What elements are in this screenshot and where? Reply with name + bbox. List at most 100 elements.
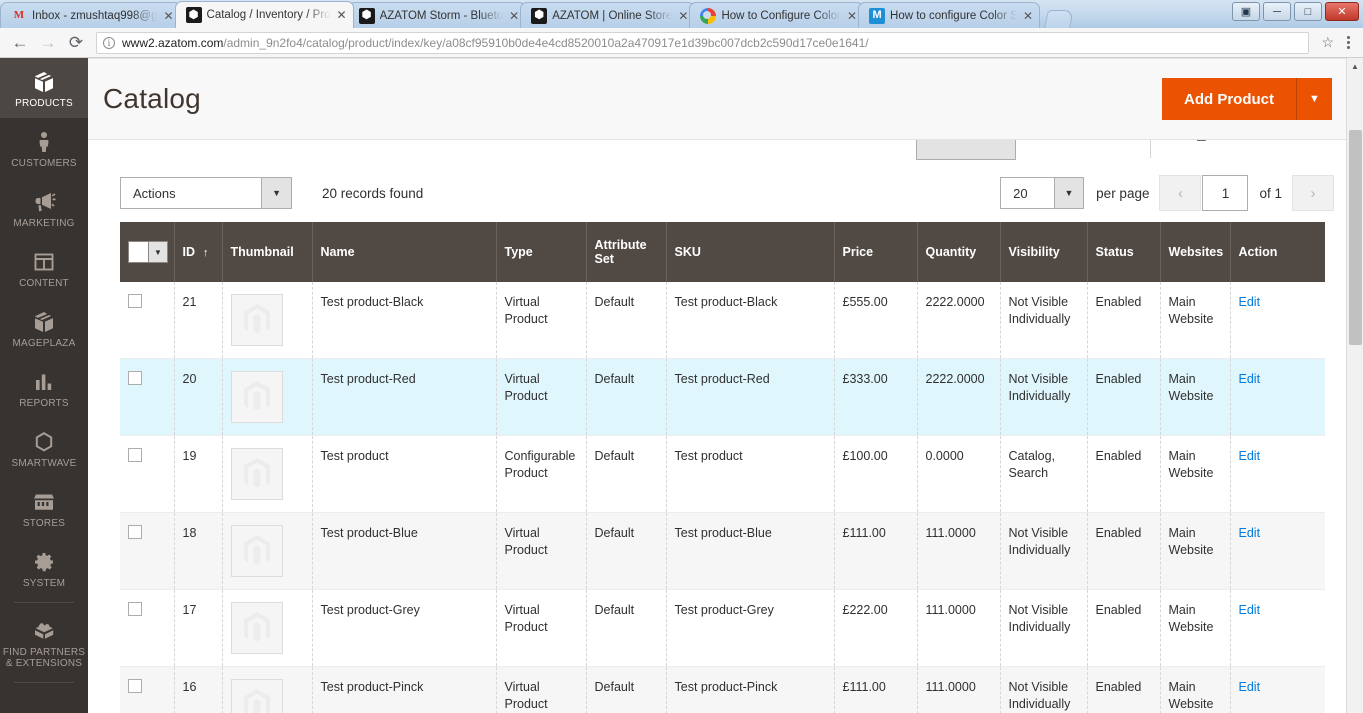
user-profile-button[interactable]: ▣ xyxy=(1232,2,1260,21)
sidebar-item-stores[interactable]: STORES xyxy=(0,478,88,538)
column-header-type[interactable]: Type xyxy=(496,222,587,282)
bookmark-star-icon[interactable]: ☆ xyxy=(1321,34,1334,50)
select-all-checkbox-dropdown[interactable]: ▼ xyxy=(128,241,168,263)
per-page-select[interactable]: 20 ▼ xyxy=(1000,177,1085,209)
magento-icon: ⬢ xyxy=(358,7,375,24)
browser-tab-title: Catalog / Inventory / Pro xyxy=(206,9,331,21)
cell-action: Edit xyxy=(1230,512,1325,590)
column-header-thumbnail[interactable]: Thumbnail xyxy=(222,222,313,282)
cell-sku: Test product-Red xyxy=(666,358,835,436)
chevron-down-icon[interactable]: ▼ xyxy=(148,242,167,262)
close-tab-icon[interactable]: ✕ xyxy=(163,8,174,23)
table-row[interactable]: 17 Test product-Grey Virtual Product Defaul… xyxy=(120,589,1325,667)
minimize-button[interactable]: ─ xyxy=(1263,2,1291,21)
next-page-button[interactable]: › xyxy=(1292,175,1334,211)
table-row[interactable]: 16 Test product-Pinck Virtual Product Defau… xyxy=(120,666,1325,713)
table-row[interactable]: 20 Test product-Red Virtual Product Default… xyxy=(120,358,1325,436)
product-grid-wrapper: ▼ ID ↑ Thumbnail Name Type Attribute Set … xyxy=(120,222,1325,713)
column-header-quantity[interactable]: Quantity xyxy=(917,222,1001,282)
browser-tab-2[interactable]: ⬢ AZATOM Storm - Blueto ✕ xyxy=(347,2,527,28)
cell-type: Virtual Product xyxy=(496,512,587,590)
cell-id: 17 xyxy=(174,589,223,667)
sidebar-item-marketing[interactable]: MARKETING xyxy=(0,178,88,238)
close-tab-icon[interactable]: ✕ xyxy=(846,8,858,23)
sidebar-item-mageplaza[interactable]: MAGEPLAZA xyxy=(0,298,88,358)
close-window-button[interactable]: ✕ xyxy=(1325,2,1359,21)
sidebar-item-content[interactable]: CONTENT xyxy=(0,238,88,298)
browser-menu-icon[interactable] xyxy=(1340,34,1357,51)
sidebar-item-system[interactable]: SYSTEM xyxy=(0,538,88,598)
sidebar-item-products[interactable]: PRODUCTS xyxy=(0,58,88,118)
box-icon xyxy=(2,309,86,335)
table-row[interactable]: 21 Test product-Black Virtual Product Defau… xyxy=(120,282,1325,359)
add-product-dropdown-toggle[interactable]: ▼ xyxy=(1296,78,1332,120)
layout-icon xyxy=(2,249,86,275)
edit-link[interactable]: Edit xyxy=(1238,372,1261,386)
close-tab-icon[interactable]: ✕ xyxy=(678,8,689,23)
browser-tab-1[interactable]: ⬢ Catalog / Inventory / Pro ✕ xyxy=(174,1,354,28)
new-tab-button[interactable] xyxy=(1044,10,1074,28)
cell-websites: Main Website xyxy=(1160,512,1231,590)
maximize-button[interactable]: □ xyxy=(1294,2,1322,21)
add-product-button[interactable]: Add Product xyxy=(1162,78,1296,120)
records-found-label: 20 records found xyxy=(322,185,424,201)
edit-link[interactable]: Edit xyxy=(1238,449,1261,463)
edit-link[interactable]: Edit xyxy=(1238,603,1261,617)
cell-name: Test product-Pinck xyxy=(312,666,497,713)
sidebar-item-smartwave[interactable]: SMARTWAVE xyxy=(0,418,88,478)
row-checkbox[interactable] xyxy=(128,525,142,539)
window-controls: ▣ ─ □ ✕ xyxy=(1232,2,1359,21)
page-scrollbar[interactable]: ▲ xyxy=(1346,58,1363,713)
sidebar-item-customers[interactable]: CUSTOMERS xyxy=(0,118,88,178)
browser-tab-3[interactable]: ⬢ AZATOM | Online Store ✕ xyxy=(520,2,696,28)
url-input[interactable]: i www2.azatom.com/admin_9n2fo4/catalog/p… xyxy=(96,31,1310,54)
m-icon: M xyxy=(869,7,886,24)
browser-tab-0[interactable]: M Inbox - zmushtaq998@g ✕ xyxy=(0,2,181,28)
cell-price: £111.00 xyxy=(834,512,918,590)
cell-websites: Main Website xyxy=(1160,435,1231,513)
cell-websites: Main Website xyxy=(1160,282,1231,359)
row-checkbox[interactable] xyxy=(128,371,142,385)
column-header-sku[interactable]: SKU xyxy=(666,222,835,282)
back-icon[interactable]: ← xyxy=(11,32,29,52)
table-row[interactable]: 18 Test product-Blue Virtual Product Defaul… xyxy=(120,512,1325,590)
close-tab-icon[interactable]: ✕ xyxy=(336,8,347,22)
site-info-icon[interactable]: i xyxy=(103,36,115,49)
scroll-up-icon[interactable]: ▲ xyxy=(1351,62,1359,71)
column-header-visibility[interactable]: Visibility xyxy=(1000,222,1088,282)
column-header-attribute-set[interactable]: Attribute Set xyxy=(586,222,667,282)
row-checkbox[interactable] xyxy=(128,294,142,308)
scrollbar-thumb[interactable] xyxy=(1349,130,1362,345)
column-header-price[interactable]: Price xyxy=(834,222,918,282)
edit-link[interactable]: Edit xyxy=(1238,295,1261,309)
table-row[interactable]: 19 Test product Configurable Product Defaul… xyxy=(120,435,1325,513)
edit-link[interactable]: Edit xyxy=(1238,526,1261,540)
grid-body: 21 Test product-Black Virtual Product Defau… xyxy=(120,282,1325,713)
row-checkbox[interactable] xyxy=(128,448,142,462)
cell-thumbnail xyxy=(222,666,313,713)
cell-name: Test product-Black xyxy=(312,282,497,359)
column-header-id[interactable]: ID ↑ xyxy=(174,222,223,282)
cell-type: Virtual Product xyxy=(496,282,587,359)
product-thumbnail-placeholder-icon xyxy=(230,371,283,423)
sidebar-item-find-partners-extensions[interactable]: FIND PARTNERS & EXTENSIONS xyxy=(0,607,88,678)
sidebar-item-reports[interactable]: REPORTS xyxy=(0,358,88,418)
reload-icon[interactable]: ⟳ xyxy=(68,32,84,52)
close-tab-icon[interactable]: ✕ xyxy=(1022,8,1034,23)
actions-select[interactable]: Actions ▼ xyxy=(120,177,292,209)
select-all-checkbox[interactable] xyxy=(129,242,148,262)
row-checkbox[interactable] xyxy=(128,602,142,616)
edit-link[interactable]: Edit xyxy=(1238,680,1261,694)
chevron-down-icon: ▼ xyxy=(261,178,291,208)
column-header-status[interactable]: Status xyxy=(1087,222,1161,282)
browser-tab-4[interactable]: How to Configure Color ✕ xyxy=(689,2,865,28)
browser-tab-5[interactable]: M How to configure Color S ✕ xyxy=(858,2,1041,28)
row-checkbox[interactable] xyxy=(128,679,142,693)
admin-content: ☰ Catalog Add Product ▼ Actions ▼ 20 rec… xyxy=(88,58,1346,713)
cell-type: Virtual Product xyxy=(496,589,587,667)
page-number-input[interactable] xyxy=(1202,175,1249,211)
close-tab-icon[interactable]: ✕ xyxy=(509,8,520,23)
column-header-websites[interactable]: Websites xyxy=(1160,222,1231,282)
previous-page-button[interactable]: ‹ xyxy=(1159,175,1202,211)
column-header-name[interactable]: Name xyxy=(312,222,497,282)
